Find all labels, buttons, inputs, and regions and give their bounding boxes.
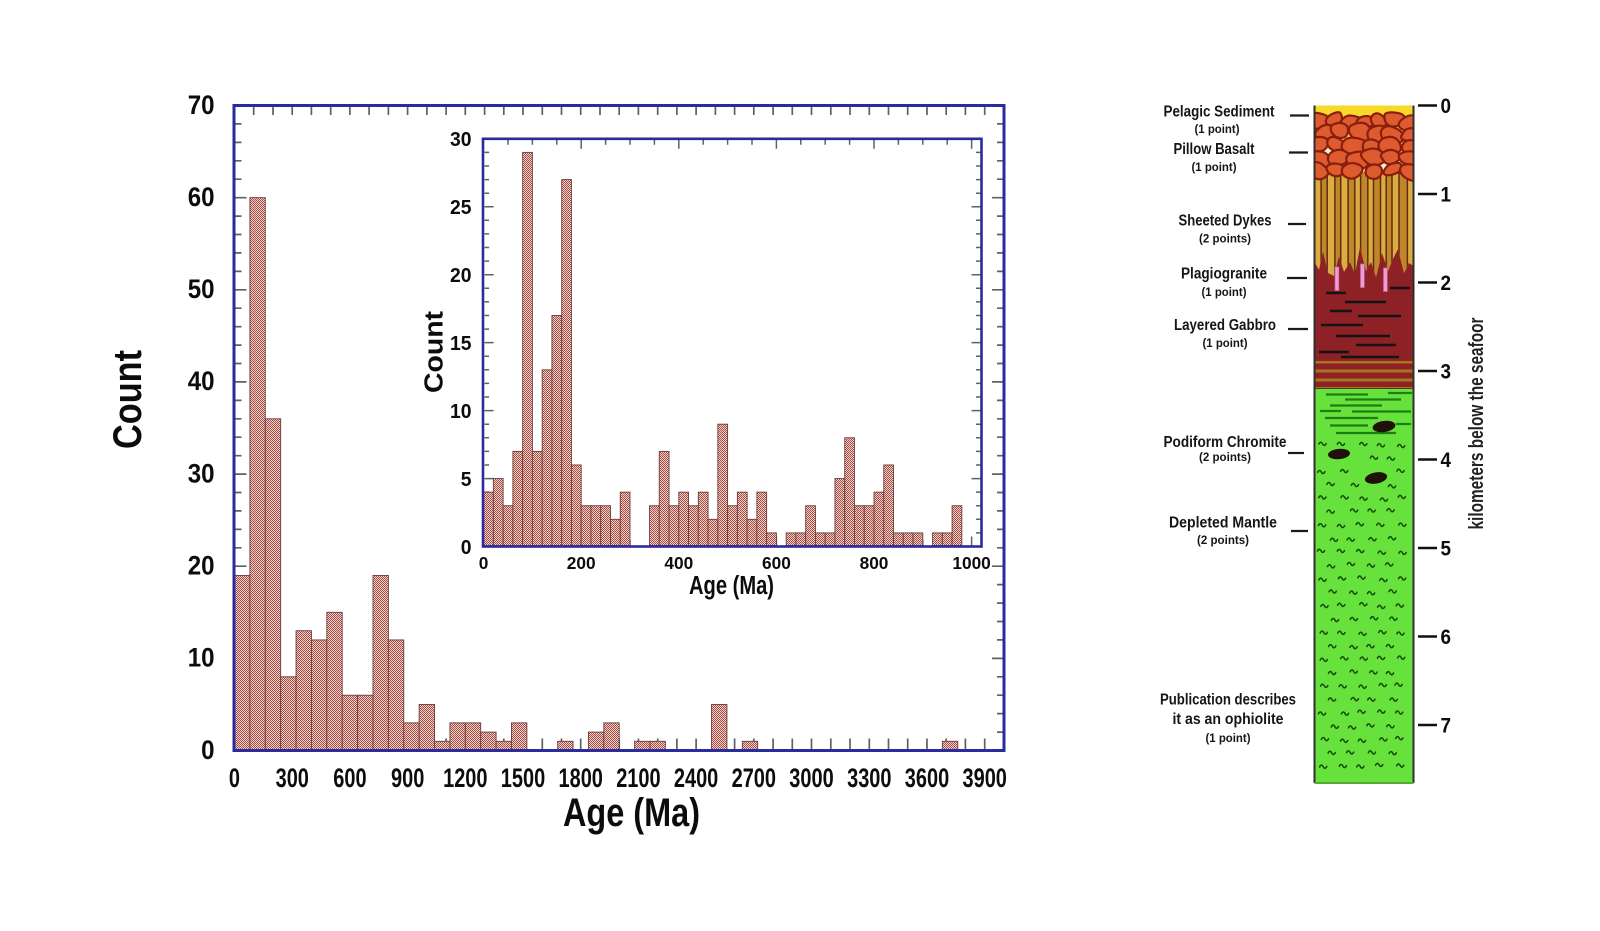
svg-text:(2 points): (2 points) [1199,232,1251,246]
svg-text:1800: 1800 [559,763,603,793]
svg-text:1500: 1500 [501,763,545,793]
svg-text:kilometers below the seafoor: kilometers below the seafoor [1466,317,1488,529]
svg-text:2: 2 [1441,271,1452,295]
svg-text:0: 0 [479,553,489,573]
svg-text:2100: 2100 [616,763,660,793]
svg-text:Publication describes: Publication describes [1160,692,1296,709]
svg-text:(1 point): (1 point) [1195,122,1240,136]
svg-text:Age (Ma): Age (Ma) [689,572,774,600]
svg-text:(1 point): (1 point) [1203,336,1248,350]
svg-text:Pillow Basalt: Pillow Basalt [1174,141,1255,158]
svg-text:3600: 3600 [905,763,949,793]
svg-text:20: 20 [450,265,472,287]
svg-text:5: 5 [1441,536,1452,560]
svg-text:0: 0 [1441,94,1452,118]
svg-text:1000: 1000 [952,553,991,573]
svg-text:40: 40 [188,366,215,396]
svg-text:Plagiogranite: Plagiogranite [1181,266,1267,283]
svg-text:30: 30 [450,129,472,151]
svg-text:5: 5 [461,469,472,491]
svg-text:0: 0 [201,735,214,765]
svg-text:300: 300 [276,763,309,793]
svg-text:70: 70 [188,90,215,120]
svg-text:60: 60 [188,182,215,212]
svg-text:15: 15 [450,333,472,355]
svg-text:Count: Count [421,310,449,393]
svg-text:(1 point): (1 point) [1202,285,1247,299]
svg-text:(2 points): (2 points) [1197,533,1249,547]
svg-text:Age (Ma): Age (Ma) [563,791,700,835]
svg-text:400: 400 [664,553,693,573]
svg-text:600: 600 [762,553,791,573]
svg-text:Layered Gabbro: Layered Gabbro [1174,317,1276,334]
svg-text:7: 7 [1441,713,1452,737]
svg-text:2400: 2400 [674,763,718,793]
svg-text:Depleted Mantle: Depleted Mantle [1169,515,1277,532]
svg-text:10: 10 [188,643,215,673]
svg-text:Sheeted Dykes: Sheeted Dykes [1179,213,1272,230]
svg-text:2700: 2700 [732,763,776,793]
svg-text:3: 3 [1441,359,1452,383]
svg-text:20: 20 [188,551,215,581]
svg-text:800: 800 [860,553,889,573]
svg-text:200: 200 [567,553,596,573]
svg-text:(1 point): (1 point) [1192,160,1237,174]
svg-text:3000: 3000 [789,763,833,793]
svg-text:0: 0 [461,537,472,559]
svg-text:Pelagic Sediment: Pelagic Sediment [1164,104,1275,121]
svg-text:3900: 3900 [963,763,1007,793]
svg-text:4: 4 [1441,448,1452,472]
svg-text:30: 30 [188,458,215,488]
svg-text:900: 900 [391,763,424,793]
svg-text:(1 point): (1 point) [1206,731,1251,745]
svg-text:50: 50 [188,274,215,304]
svg-text:10: 10 [450,401,472,423]
svg-text:600: 600 [333,763,366,793]
svg-text:3300: 3300 [847,763,891,793]
svg-text:25: 25 [450,197,472,219]
svg-text:6: 6 [1441,625,1452,649]
svg-text:Count: Count [106,350,150,449]
svg-text:0: 0 [229,763,240,793]
svg-text:1: 1 [1441,182,1452,206]
svg-text:it as an ophiolite: it as an ophiolite [1173,711,1284,728]
svg-text:Podiform Chromite: Podiform Chromite [1164,434,1287,451]
svg-text:(2 points): (2 points) [1199,450,1251,464]
svg-text:1200: 1200 [443,763,487,793]
